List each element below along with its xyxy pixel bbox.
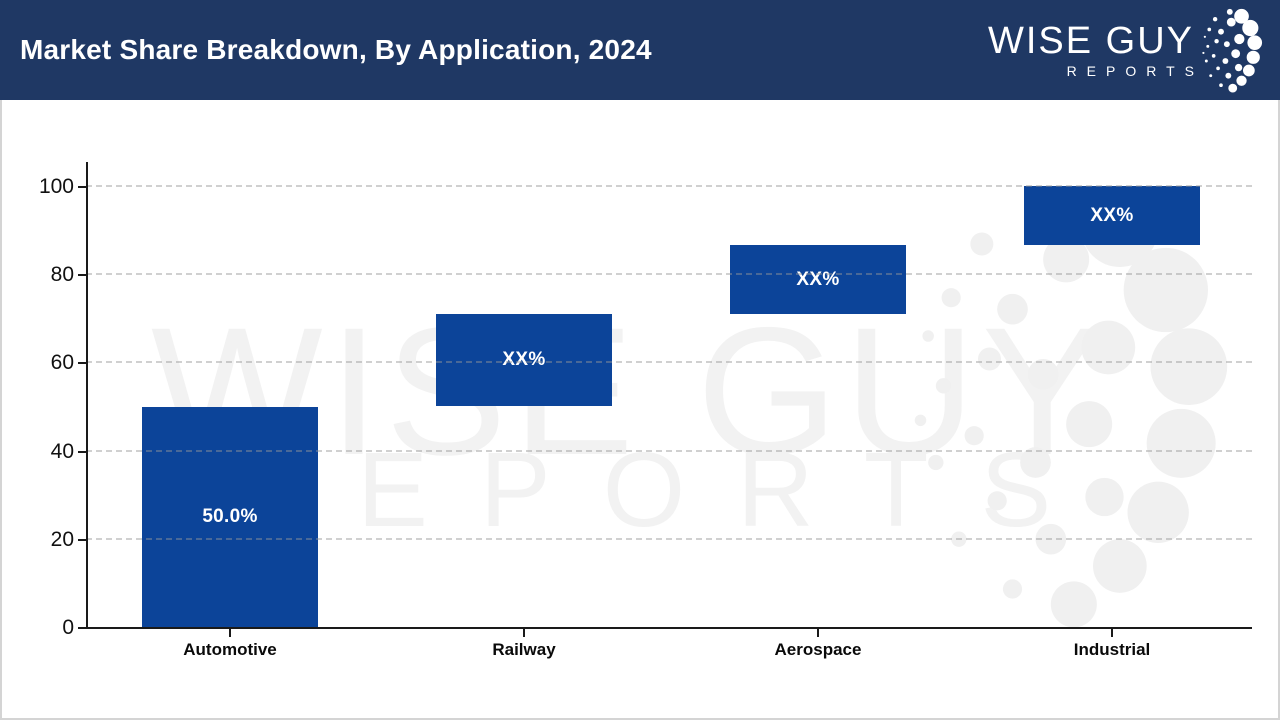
wiseguy-face-icon	[1202, 8, 1263, 93]
x-axis-label-automotive: Automotive	[183, 640, 277, 659]
bar-industrial: XX%	[1024, 186, 1200, 246]
bar-aerospace: XX%	[730, 245, 906, 315]
gridlines-layer	[0, 100, 1280, 720]
x-axis-label-industrial: Industrial	[1073, 640, 1151, 659]
bar-automotive: 50.0%	[142, 406, 318, 627]
logo-wordmark: WISE GUY	[987, 20, 1194, 62]
y-tick-label-100: 100	[38, 175, 74, 198]
y-tick-label-60: 60	[50, 351, 74, 375]
bar-value-label: XX%	[796, 268, 840, 290]
bar-value-label: XX%	[1090, 204, 1134, 226]
x-axis-line	[86, 627, 1252, 629]
x-axis-label-aerospace: Aerospace	[774, 640, 862, 659]
y-tick-label-0: 0	[62, 616, 74, 639]
y-tick-20	[78, 538, 86, 541]
y-tick-label-40: 40	[50, 439, 74, 463]
header-bar: Market Share Breakdown, By Application, …	[0, 0, 1280, 100]
y-tick-100	[78, 186, 86, 188]
gridline-60	[86, 361, 1252, 364]
bars-layer: 50.0% XX% XX% XX%	[0, 100, 1280, 720]
gridline-80	[86, 273, 1252, 276]
wiseguy-logo: WISE GUY REPORTS	[988, 6, 1280, 94]
y-tick-80	[78, 274, 86, 277]
y-tick-0	[78, 627, 86, 629]
watermark-subtitle: REPORTS	[228, 431, 1104, 549]
logo-text: WISE GUY REPORTS	[988, 22, 1194, 78]
gridline-20	[86, 537, 1252, 540]
logo-subtitle: REPORTS	[1066, 63, 1204, 79]
gridline-100	[86, 185, 1252, 187]
x-axis-label-railway: Railway	[492, 640, 556, 659]
y-tick-label-80: 80	[50, 263, 74, 287]
axes-layer: 0 20 40 60 80 100 Automotive Railway Aerospace In…	[0, 100, 1280, 720]
y-axis-line	[86, 162, 88, 629]
chart-area: WISE GUY REPORTS 50.0% XX% XX% XX% 0	[0, 100, 1280, 720]
y-tick-label-20: 20	[50, 527, 74, 551]
bar-value-label: 50.0%	[202, 505, 258, 527]
watermark-face-icon	[914, 190, 1228, 628]
bar-railway: XX%	[436, 314, 612, 407]
y-tick-60	[78, 362, 86, 365]
page-title: Market Share Breakdown, By Application, …	[20, 34, 652, 65]
gridline-40	[86, 449, 1252, 452]
x-tick-aerospace	[817, 629, 819, 637]
x-tick-automotive	[229, 629, 231, 637]
x-tick-industrial	[1111, 629, 1113, 637]
x-tick-railway	[523, 629, 525, 637]
y-tick-40	[78, 450, 86, 453]
bar-value-label: XX%	[502, 349, 546, 371]
